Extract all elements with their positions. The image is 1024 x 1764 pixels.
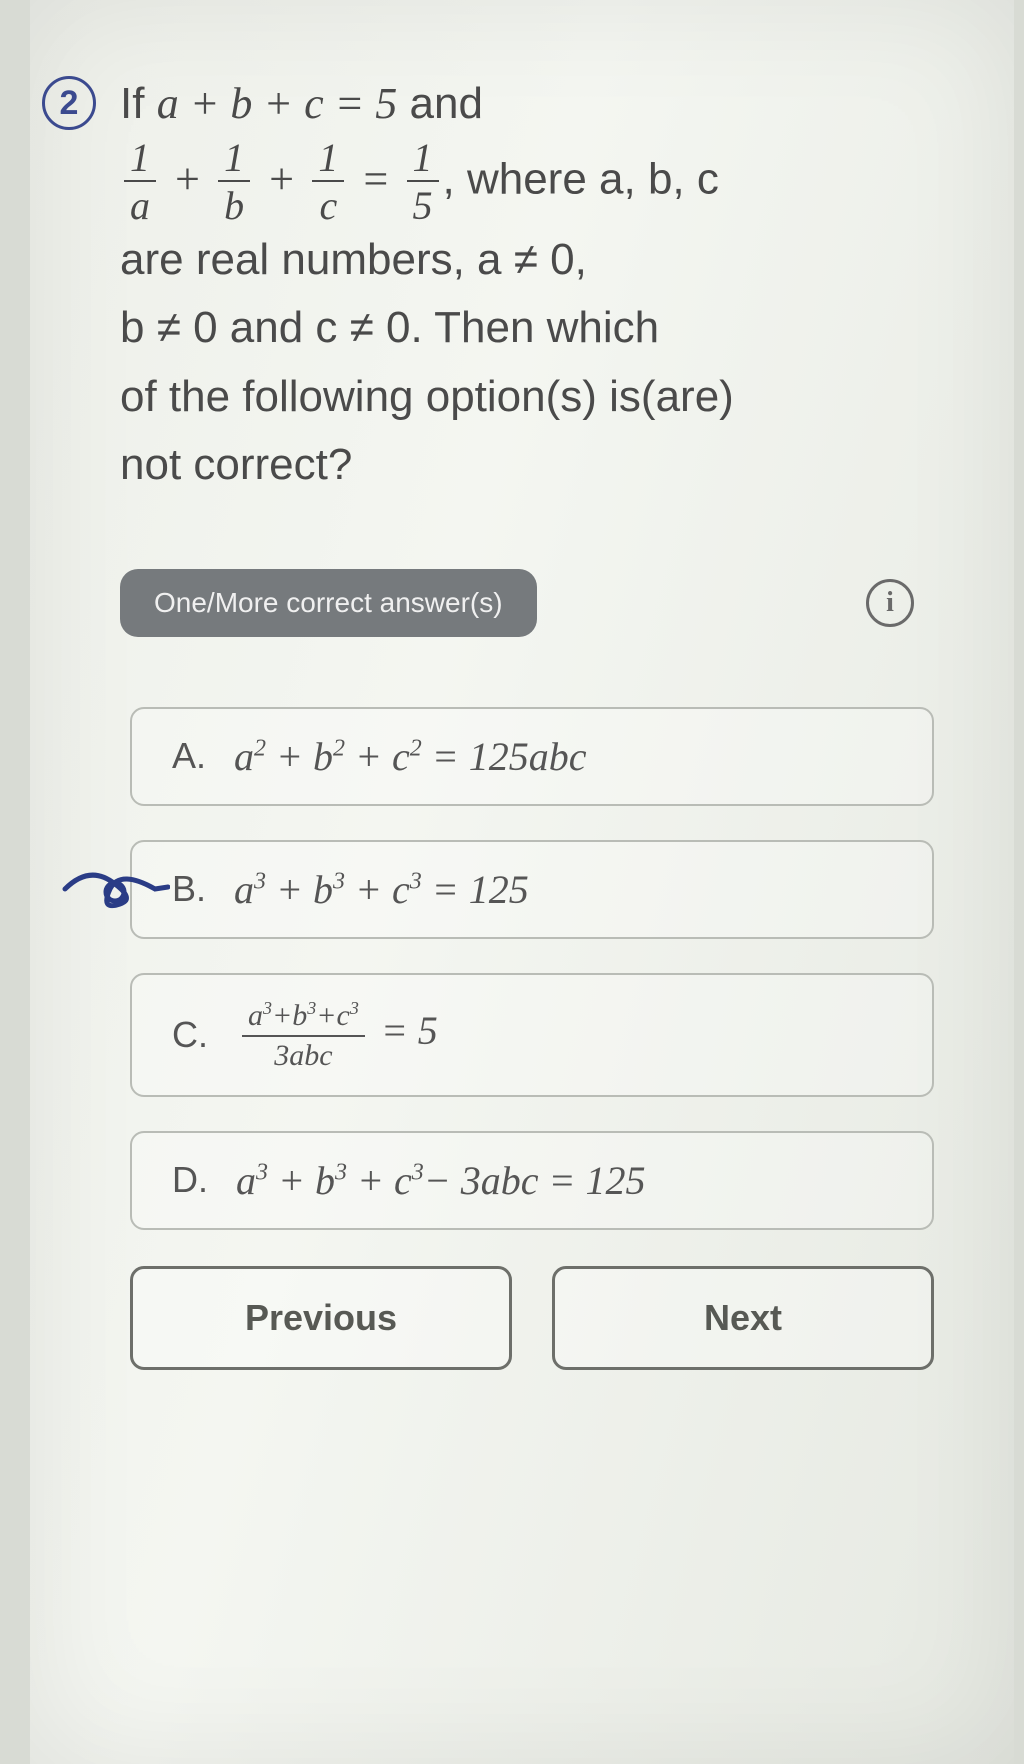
option-a[interactable]: A. a2 + b2 + c2 = 125abc xyxy=(130,707,934,806)
option-a-expr: a2 + b2 + c2 = 125abc xyxy=(234,733,587,780)
q-line1-suffix: and xyxy=(397,79,483,128)
option-c-expr: a3+b3+c33abc = 5 xyxy=(236,999,438,1071)
question-number: 2 xyxy=(60,84,79,123)
option-b-letter: B. xyxy=(172,868,206,910)
option-a-letter: A. xyxy=(172,735,206,777)
q-eq1: a + b + c = 5 xyxy=(157,79,398,128)
option-a-wrap: A. a2 + b2 + c2 = 125abc xyxy=(130,707,934,806)
q-line3: are real numbers, a ≠ 0, xyxy=(120,235,587,284)
previous-button-label: Previous xyxy=(245,1297,397,1338)
option-b-expr: a3 + b3 + c3 = 125 xyxy=(234,866,529,913)
next-button[interactable]: Next xyxy=(552,1266,934,1370)
option-b[interactable]: B. a3 + b3 + c3 = 125 xyxy=(130,840,934,939)
plus-2: + xyxy=(266,155,296,204)
q-line1-prefix: If xyxy=(120,79,157,128)
answer-type-badge: One/More correct answer(s) xyxy=(120,569,537,637)
option-c-wrap: C. a3+b3+c33abc = 5 xyxy=(130,973,934,1097)
next-button-label: Next xyxy=(704,1297,782,1338)
question-text: If a + b + c = 5 and 1 a + 1 b + 1 c = 1… xyxy=(120,70,944,499)
q-line2-after: , where a, b, c xyxy=(443,155,719,204)
frac-1b: 1 b xyxy=(218,138,250,226)
option-c[interactable]: C. a3+b3+c33abc = 5 xyxy=(130,973,934,1097)
option-d-expr: a3 + b3 + c3− 3abc = 125 xyxy=(236,1157,646,1204)
option-d[interactable]: D. a3 + b3 + c3− 3abc = 125 xyxy=(130,1131,934,1230)
options-list: A. a2 + b2 + c2 = 125abc B. a3 + b3 + c3… xyxy=(120,707,944,1230)
eq-sign: = xyxy=(361,155,391,204)
nav-row: Previous Next xyxy=(120,1266,944,1370)
pen-scribble-icon xyxy=(60,859,170,919)
plus-1: + xyxy=(172,155,202,204)
question-number-circle: 2 xyxy=(42,76,96,130)
frac-15: 1 5 xyxy=(407,138,439,226)
info-icon[interactable]: i xyxy=(866,579,914,627)
option-d-wrap: D. a3 + b3 + c3− 3abc = 125 xyxy=(130,1131,934,1230)
q-line6: not correct? xyxy=(120,440,352,489)
option-b-wrap: B. a3 + b3 + c3 = 125 xyxy=(130,840,934,939)
worksheet-page: 2 If a + b + c = 5 and 1 a + 1 b + 1 c =… xyxy=(30,0,1014,1764)
option-c-letter: C. xyxy=(172,1014,208,1056)
q-line4: b ≠ 0 and c ≠ 0. Then which xyxy=(120,303,659,352)
option-d-letter: D. xyxy=(172,1159,208,1201)
badge-row: One/More correct answer(s) i xyxy=(120,569,944,637)
q-line5: of the following option(s) is(are) xyxy=(120,372,734,421)
info-icon-label: i xyxy=(886,587,894,619)
previous-button[interactable]: Previous xyxy=(130,1266,512,1370)
frac-1c: 1 c xyxy=(312,138,344,226)
frac-1a: 1 a xyxy=(124,138,156,226)
